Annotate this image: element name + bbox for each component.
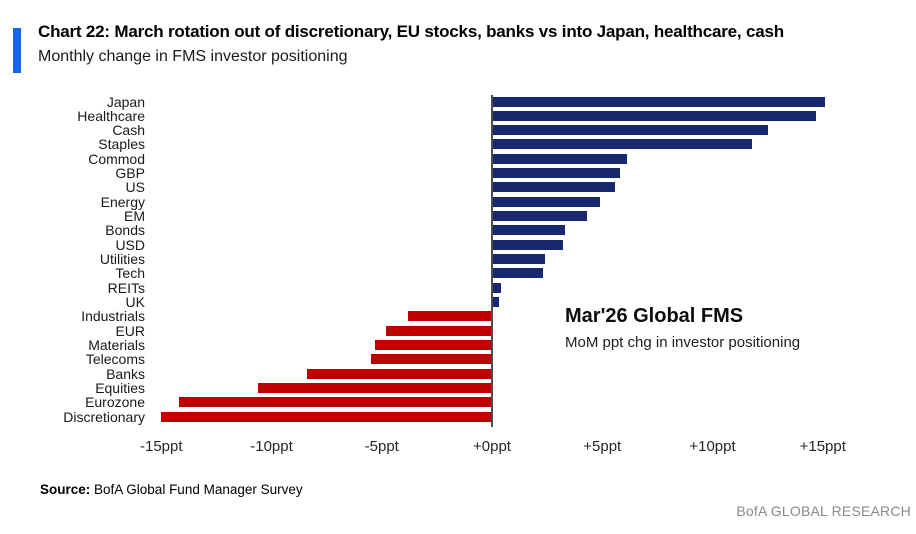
category-label-reits: REITs	[107, 279, 145, 296]
x-tick-label--15ppt: -15ppt	[139, 438, 183, 455]
category-label-uk: UK	[125, 294, 145, 311]
category-label-materials: Materials	[88, 337, 145, 354]
bar-em	[492, 211, 587, 222]
category-label-gbp: GBP	[115, 165, 145, 182]
bar-tech	[492, 268, 543, 279]
category-label-discretionary: Discretionary	[63, 408, 145, 425]
x-tick-label-+5ppt: +5ppt	[583, 438, 622, 455]
bar-banks	[306, 368, 492, 379]
bar-bonds	[492, 225, 565, 236]
category-label-tech: Tech	[115, 265, 145, 282]
bar-utilities	[492, 254, 545, 265]
bar-staples	[492, 139, 753, 150]
category-label-usd: USD	[115, 236, 145, 253]
x-tick-label-+15ppt: +15ppt	[799, 438, 846, 455]
source-text: BofA Global Fund Manager Survey	[90, 482, 303, 497]
annotation-title: Mar'26 Global FMS	[565, 305, 744, 327]
bar-telecoms	[370, 354, 492, 365]
category-label-commod: Commod	[88, 150, 145, 167]
category-label-eur: EUR	[115, 322, 145, 339]
bar-healthcare	[492, 110, 817, 121]
bar-eurozone	[178, 397, 492, 408]
x-tick-label--5ppt: -5ppt	[364, 438, 399, 455]
bar-cash	[492, 125, 768, 136]
bar-commod	[492, 153, 627, 164]
x-tick-label-+10ppt: +10ppt	[689, 438, 736, 455]
brand-line: BofA GLOBAL RESEARCH	[736, 503, 911, 519]
category-label-japan: Japan	[106, 93, 145, 110]
category-label-cash: Cash	[112, 122, 145, 139]
category-label-staples: Staples	[98, 136, 145, 153]
bar-materials	[375, 340, 492, 351]
category-label-bonds: Bonds	[105, 222, 145, 239]
chart-subtitle: Monthly change in FMS investor positioni…	[38, 48, 348, 65]
category-label-equities: Equities	[95, 380, 145, 397]
x-tick-label--10ppt: -10ppt	[250, 438, 293, 455]
category-label-energy: Energy	[100, 193, 145, 210]
bar-eur	[386, 325, 492, 336]
category-label-utilities: Utilities	[99, 251, 145, 268]
category-label-telecoms: Telecoms	[85, 351, 145, 368]
x-tick-label-+0ppt: +0ppt	[473, 438, 511, 455]
bar-uk	[492, 297, 499, 308]
source-label: Source:	[40, 482, 91, 497]
category-label-healthcare: Healthcare	[77, 107, 145, 124]
category-label-eurozone: Eurozone	[85, 394, 145, 411]
category-label-banks: Banks	[106, 365, 145, 382]
chart-title: Chart 22: March rotation out of discreti…	[38, 22, 784, 41]
category-label-em: EM	[124, 208, 145, 225]
bar-energy	[492, 196, 601, 207]
bar-industrials	[408, 311, 492, 322]
bar-reits	[492, 282, 501, 293]
bar-us	[492, 182, 616, 193]
bar-discretionary	[161, 411, 492, 422]
bar-japan	[492, 96, 825, 107]
annotation-subtitle: MoM ppt chg in investor positioning	[565, 334, 801, 351]
bar-usd	[492, 239, 563, 250]
category-label-industrials: Industrials	[81, 308, 145, 325]
bar-gbp	[492, 168, 620, 179]
title-accent-bar	[13, 28, 21, 73]
zero-axis-line	[491, 95, 493, 427]
source-line: Source: BofA Global Fund Manager Survey	[40, 482, 303, 497]
category-label-us: US	[125, 179, 145, 196]
bar-equities	[258, 383, 492, 394]
